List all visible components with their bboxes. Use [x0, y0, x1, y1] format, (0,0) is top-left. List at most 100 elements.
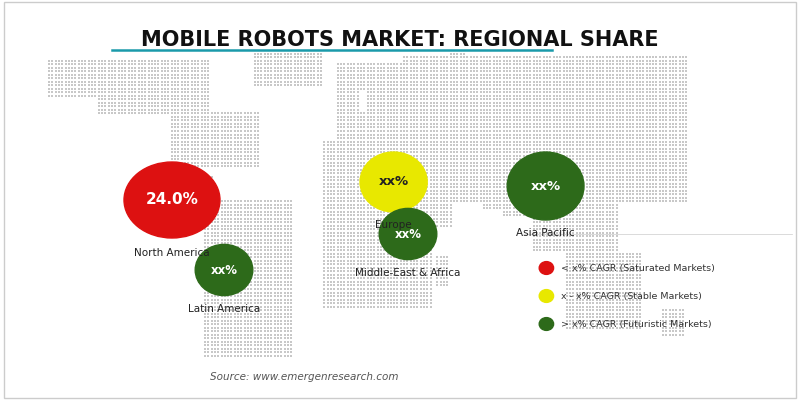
Point [518, 103, 530, 110]
Point [447, 184, 460, 190]
Point [434, 198, 447, 204]
Point [232, 321, 245, 327]
Point [282, 222, 294, 229]
Point [391, 96, 404, 103]
Point [318, 208, 331, 215]
Point [215, 268, 228, 275]
Point [345, 202, 358, 208]
Point [112, 86, 125, 92]
Point [365, 174, 378, 180]
Point [262, 240, 274, 246]
Point [198, 131, 211, 138]
Point [198, 86, 211, 92]
Point [391, 282, 404, 289]
Point [458, 142, 470, 148]
Point [627, 145, 640, 152]
Point [262, 244, 274, 250]
Point [434, 145, 447, 152]
Point [242, 244, 254, 250]
Point [401, 265, 414, 271]
Point [202, 198, 214, 204]
Point [434, 100, 447, 106]
Point [351, 100, 364, 106]
Point [663, 128, 676, 134]
Point [275, 54, 288, 60]
Point [401, 170, 414, 176]
Point [461, 103, 474, 110]
Point [507, 117, 520, 124]
Point [570, 219, 583, 226]
Point [248, 324, 261, 331]
Point [677, 86, 690, 92]
Point [518, 142, 530, 148]
Point [544, 103, 557, 110]
Point [222, 318, 234, 324]
Point [365, 282, 378, 289]
Point [434, 279, 447, 285]
Point [135, 68, 148, 74]
Point [374, 240, 387, 246]
Point [634, 254, 646, 261]
Point [378, 68, 390, 74]
Point [238, 352, 251, 359]
Point [646, 135, 659, 141]
Point [521, 93, 534, 99]
Point [470, 96, 483, 103]
Point [490, 174, 503, 180]
Point [434, 163, 447, 169]
Point [368, 142, 381, 148]
Point [378, 89, 390, 96]
Point [235, 128, 248, 134]
Point [484, 124, 497, 131]
Point [348, 114, 361, 120]
Point [577, 82, 590, 88]
Point [411, 265, 424, 271]
Point [424, 96, 437, 103]
Point [544, 226, 557, 232]
Point [597, 54, 610, 60]
Point [421, 230, 434, 236]
Point [212, 202, 225, 208]
Point [607, 142, 620, 148]
Point [202, 251, 214, 257]
Point [421, 254, 434, 261]
Point [229, 342, 242, 348]
Point [212, 251, 225, 257]
Point [434, 191, 447, 197]
Point [169, 117, 182, 124]
Point [232, 251, 245, 257]
Point [175, 152, 188, 159]
Point [634, 72, 646, 78]
Point [544, 93, 557, 99]
Point [92, 103, 105, 110]
Point [421, 117, 434, 124]
Point [574, 216, 586, 222]
Point [580, 121, 593, 127]
Point [348, 202, 361, 208]
Point [614, 296, 626, 303]
Point [172, 121, 185, 127]
Point [362, 174, 374, 180]
Point [358, 268, 370, 275]
Point [470, 89, 483, 96]
Point [112, 75, 125, 82]
Point [617, 131, 630, 138]
Point [514, 117, 526, 124]
Point [547, 226, 560, 232]
Point [660, 72, 673, 78]
Point [557, 212, 570, 218]
Point [421, 180, 434, 187]
Point [186, 58, 198, 64]
Point [229, 145, 242, 152]
Point [418, 191, 430, 197]
Point [550, 191, 563, 197]
Point [222, 314, 234, 320]
Point [614, 170, 626, 176]
Point [660, 131, 673, 138]
Point [654, 107, 666, 113]
Point [411, 79, 424, 85]
Point [166, 156, 178, 162]
Point [222, 198, 234, 204]
Point [202, 275, 214, 282]
Point [498, 117, 510, 124]
